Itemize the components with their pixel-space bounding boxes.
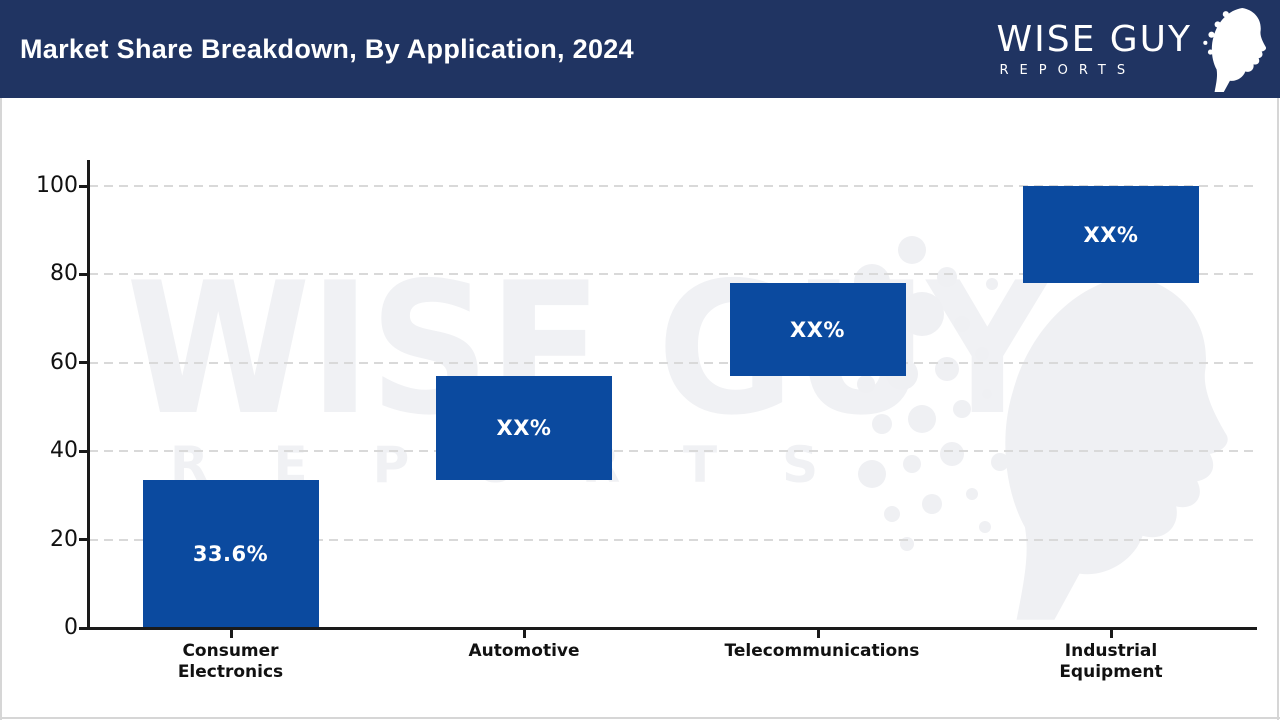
x-category-label: Industrial Equipment	[1059, 641, 1163, 683]
bar: XX%	[436, 376, 612, 480]
gridline	[89, 185, 1257, 188]
gridline	[89, 361, 1257, 364]
y-tick-mark	[79, 538, 88, 542]
bar-value-label: 33.6%	[192, 541, 269, 566]
gridline	[89, 538, 1257, 541]
wiseguy-logo-text: WISE GUY REPORTS	[996, 18, 1193, 78]
bar: XX%	[729, 283, 906, 377]
x-axis-line	[87, 627, 1257, 630]
x-category-label: Automotive	[468, 641, 580, 661]
x-tick-mark	[523, 629, 526, 638]
y-axis-line	[87, 160, 90, 630]
x-category-label: Telecommunications	[724, 641, 920, 661]
bar-value-label: XX%	[496, 415, 552, 440]
gridline	[89, 450, 1257, 453]
y-tick-label: 80	[50, 261, 78, 287]
y-tick-label: 0	[64, 615, 78, 640]
logo-subtitle: REPORTS	[999, 62, 1137, 78]
wiseguy-logo: WISE GUY REPORTS	[997, 6, 1280, 92]
gridline	[89, 273, 1257, 276]
y-tick-mark	[79, 272, 88, 276]
wiseguy-head-logo-icon	[1203, 8, 1266, 92]
y-tick-mark	[79, 361, 88, 365]
y-tick-label: 60	[50, 349, 78, 375]
bar-value-label: XX%	[1083, 222, 1139, 247]
bar-value-label: XX%	[790, 317, 845, 342]
x-tick-mark	[1110, 629, 1113, 638]
y-tick-label: 20	[50, 526, 78, 552]
y-tick-label: 40	[50, 438, 78, 464]
frame-right-edge	[1277, 98, 1279, 720]
bar: XX%	[1023, 186, 1199, 284]
x-tick-mark	[229, 629, 233, 638]
frame-bottom-edge	[0, 717, 1280, 719]
logo-wordmark: WISE GUY	[996, 18, 1192, 60]
y-tick-mark	[79, 449, 88, 453]
header-bar: Market Share Breakdown, By Application, …	[0, 0, 1280, 98]
frame-left-edge	[0, 98, 2, 720]
y-tick-mark	[79, 184, 88, 188]
x-category-label: Consumer Electronics	[177, 641, 284, 683]
bar: 33.6%	[142, 479, 319, 628]
y-tick-label: 100	[36, 173, 78, 199]
head-watermark-icon	[854, 236, 1228, 620]
x-tick-mark	[816, 629, 820, 638]
y-tick-mark	[79, 626, 88, 630]
page-title: Market Share Breakdown, By Application, …	[20, 33, 634, 64]
